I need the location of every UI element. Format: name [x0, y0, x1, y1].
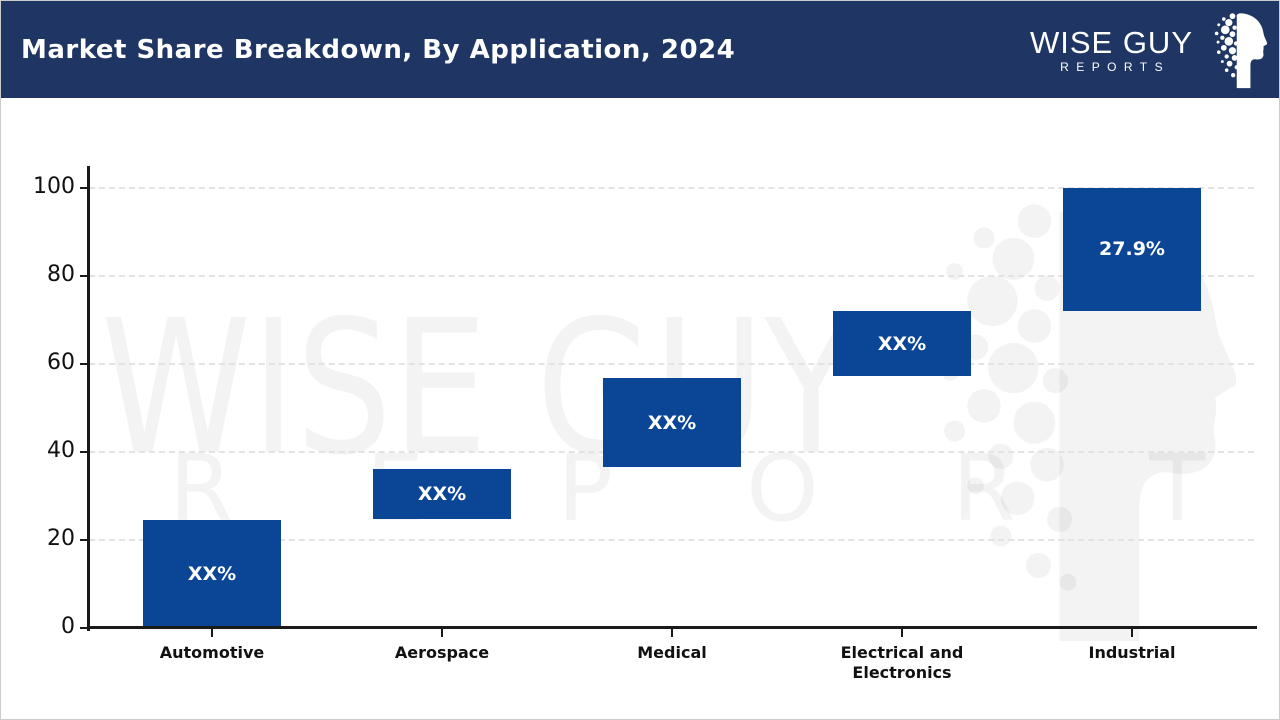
x-category-label-line: Electrical and	[840, 643, 964, 662]
y-tick-label-20: 20	[47, 526, 75, 551]
bar-value-label: XX%	[417, 482, 467, 505]
x-tick-4	[901, 629, 903, 637]
y-tick-label-80: 80	[47, 262, 75, 287]
x-category-label-line: Automotive	[159, 643, 265, 662]
x-category-label-line: Industrial	[1088, 643, 1176, 662]
gridline-100	[89, 187, 1254, 189]
bar-segment-4: XX%	[833, 311, 971, 376]
bar-value-label: XX%	[187, 562, 237, 585]
logo-wordmark: WISE GUY REPORTS	[1030, 27, 1193, 73]
dotted-face-icon	[1214, 12, 1267, 88]
bar-value-label: 27.9%	[1099, 238, 1165, 261]
x-category-label-4: Electrical and Electronics	[787, 643, 1017, 683]
x-category-label-2: Aerospace	[327, 643, 557, 663]
x-axis-spine	[87, 626, 1257, 629]
x-category-label-3: Medical	[557, 643, 787, 663]
header-bar: Market Share Breakdown, By Application, …	[1, 1, 1279, 98]
bar-segment-3: XX%	[603, 378, 741, 467]
bar-segment-5: 27.9%	[1063, 188, 1201, 311]
y-axis-spine	[87, 166, 90, 631]
page-title: Market Share Breakdown, By Application, …	[21, 34, 736, 65]
logo-subtitle-text: REPORTS	[1060, 59, 1171, 74]
plot-area: XX% XX% XX% XX% 27.9%	[89, 187, 1254, 628]
x-category-label-1: Automotive	[97, 643, 327, 663]
y-tick-100	[80, 187, 87, 189]
x-tick-3	[671, 629, 673, 637]
y-tick-20	[80, 539, 87, 541]
y-tick-label-40: 40	[47, 438, 75, 463]
x-category-label-5: Industrial	[1017, 643, 1247, 663]
bar-value-label: XX%	[647, 411, 697, 434]
y-tick-label-0: 0	[61, 614, 75, 639]
gridline-60	[89, 363, 1254, 365]
gridline-80	[89, 275, 1254, 277]
y-tick-40	[80, 451, 87, 453]
wise-guy-logo: WISE GUY REPORTS	[1030, 8, 1267, 92]
x-tick-2	[441, 629, 443, 637]
x-category-label-line: Electronics	[852, 663, 952, 682]
y-tick-0	[80, 627, 87, 629]
bar-segment-2: XX%	[373, 468, 511, 519]
x-category-label-line: Aerospace	[394, 643, 490, 662]
y-tick-80	[80, 275, 87, 277]
bar-segment-1: XX%	[143, 519, 281, 628]
x-tick-1	[211, 629, 213, 637]
x-tick-5	[1131, 629, 1133, 637]
y-tick-label-60: 60	[47, 350, 75, 375]
y-tick-60	[80, 363, 87, 365]
gridline-20	[89, 539, 1254, 541]
x-category-label-line: Medical	[637, 643, 707, 662]
logo-name-text: WISE GUY	[1029, 24, 1193, 60]
bar-value-label: XX%	[877, 332, 927, 355]
y-tick-label-100: 100	[33, 174, 75, 199]
